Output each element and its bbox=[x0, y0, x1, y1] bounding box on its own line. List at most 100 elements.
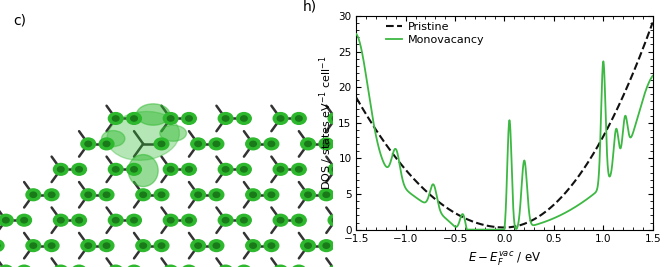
Circle shape bbox=[360, 141, 366, 147]
Circle shape bbox=[277, 116, 284, 121]
Circle shape bbox=[127, 163, 141, 175]
Circle shape bbox=[328, 265, 343, 267]
Circle shape bbox=[515, 116, 522, 121]
Circle shape bbox=[159, 141, 165, 147]
Ellipse shape bbox=[129, 155, 159, 187]
Circle shape bbox=[186, 167, 192, 172]
Circle shape bbox=[0, 240, 4, 252]
Circle shape bbox=[406, 218, 412, 223]
Circle shape bbox=[103, 243, 110, 248]
Circle shape bbox=[406, 116, 412, 121]
Circle shape bbox=[470, 141, 476, 147]
Circle shape bbox=[218, 214, 233, 226]
Circle shape bbox=[140, 192, 147, 197]
Circle shape bbox=[410, 240, 426, 252]
Ellipse shape bbox=[107, 111, 179, 160]
Circle shape bbox=[356, 240, 370, 252]
Circle shape bbox=[328, 163, 343, 175]
Circle shape bbox=[246, 189, 260, 201]
Circle shape bbox=[49, 243, 55, 248]
Monovacancy bbox=[466, 228, 474, 231]
Circle shape bbox=[438, 113, 453, 124]
Circle shape bbox=[332, 116, 339, 121]
Circle shape bbox=[186, 218, 192, 223]
Circle shape bbox=[360, 243, 366, 248]
Circle shape bbox=[442, 167, 449, 172]
Circle shape bbox=[292, 265, 306, 267]
Circle shape bbox=[305, 192, 311, 197]
Circle shape bbox=[213, 141, 220, 147]
Circle shape bbox=[497, 167, 503, 172]
Circle shape bbox=[410, 138, 425, 150]
Pristine bbox=[404, 171, 412, 174]
Circle shape bbox=[127, 113, 141, 124]
Circle shape bbox=[213, 192, 220, 197]
Circle shape bbox=[415, 243, 421, 248]
Circle shape bbox=[209, 138, 224, 150]
Circle shape bbox=[438, 163, 453, 175]
Circle shape bbox=[190, 189, 205, 201]
Circle shape bbox=[163, 265, 178, 267]
Circle shape bbox=[109, 265, 123, 267]
Circle shape bbox=[209, 189, 224, 201]
Circle shape bbox=[21, 218, 27, 223]
Circle shape bbox=[190, 240, 205, 252]
Circle shape bbox=[250, 141, 256, 147]
Circle shape bbox=[155, 240, 169, 252]
Circle shape bbox=[159, 192, 165, 197]
Circle shape bbox=[72, 163, 87, 175]
Circle shape bbox=[521, 138, 535, 150]
Circle shape bbox=[319, 189, 334, 201]
Circle shape bbox=[296, 167, 302, 172]
Circle shape bbox=[127, 265, 141, 267]
Circle shape bbox=[136, 240, 151, 252]
Pristine bbox=[643, 36, 651, 40]
Line: Pristine: Pristine bbox=[356, 22, 653, 227]
Circle shape bbox=[182, 265, 196, 267]
Circle shape bbox=[26, 240, 41, 252]
Monovacancy bbox=[352, 32, 360, 36]
Circle shape bbox=[163, 163, 178, 175]
Circle shape bbox=[182, 214, 196, 226]
Circle shape bbox=[76, 218, 83, 223]
Circle shape bbox=[323, 141, 330, 147]
Circle shape bbox=[328, 214, 343, 226]
Monovacancy bbox=[649, 74, 657, 77]
Circle shape bbox=[383, 265, 398, 267]
Monovacancy bbox=[611, 133, 619, 136]
Circle shape bbox=[264, 240, 279, 252]
Circle shape bbox=[497, 116, 503, 121]
Circle shape bbox=[131, 116, 137, 121]
Circle shape bbox=[346, 163, 361, 175]
Circle shape bbox=[240, 167, 247, 172]
Ellipse shape bbox=[137, 104, 170, 125]
Circle shape bbox=[109, 214, 123, 226]
Circle shape bbox=[53, 214, 68, 226]
Circle shape bbox=[378, 243, 384, 248]
Circle shape bbox=[81, 189, 96, 201]
Circle shape bbox=[222, 116, 229, 121]
Circle shape bbox=[429, 240, 444, 252]
Circle shape bbox=[44, 189, 59, 201]
Circle shape bbox=[218, 265, 233, 267]
Circle shape bbox=[195, 141, 201, 147]
Circle shape bbox=[383, 214, 398, 226]
Circle shape bbox=[30, 192, 37, 197]
Circle shape bbox=[240, 116, 247, 121]
Circle shape bbox=[195, 243, 201, 248]
Circle shape bbox=[566, 113, 581, 124]
Circle shape bbox=[182, 113, 196, 124]
Circle shape bbox=[17, 214, 31, 226]
Circle shape bbox=[273, 214, 288, 226]
Pristine bbox=[649, 21, 657, 24]
Circle shape bbox=[319, 138, 334, 150]
Circle shape bbox=[57, 167, 64, 172]
Circle shape bbox=[264, 189, 279, 201]
Ellipse shape bbox=[102, 131, 125, 147]
Circle shape bbox=[155, 189, 169, 201]
X-axis label: $E - E_F^{vac}$ / eV: $E - E_F^{vac}$ / eV bbox=[468, 250, 541, 267]
Circle shape bbox=[346, 113, 361, 124]
Circle shape bbox=[466, 138, 480, 150]
Y-axis label: DOS / states eV$^{-1}$ cell$^{-1}$: DOS / states eV$^{-1}$ cell$^{-1}$ bbox=[318, 56, 336, 190]
Circle shape bbox=[240, 218, 247, 223]
